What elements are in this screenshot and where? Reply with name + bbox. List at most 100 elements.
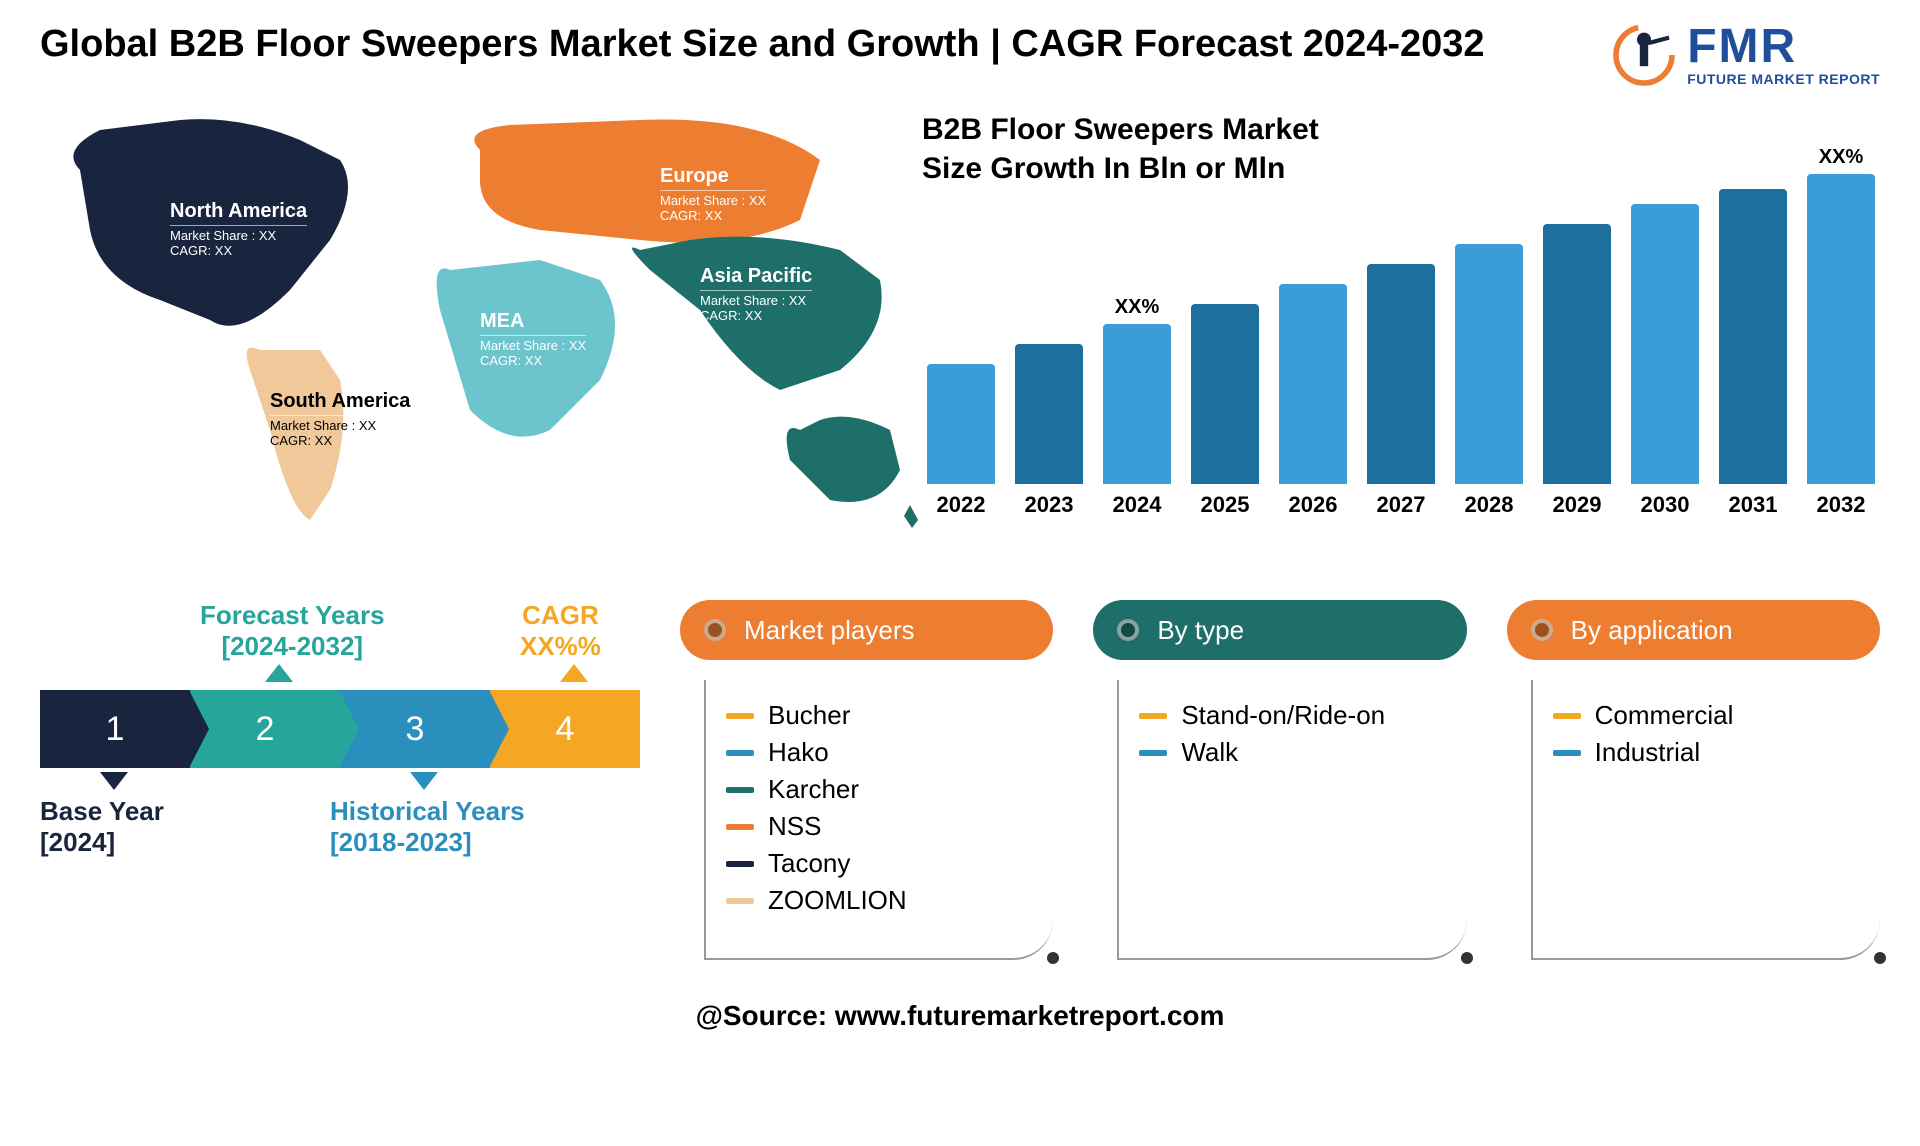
- dash-icon: [1139, 750, 1167, 756]
- bar-annotation: XX%: [1819, 146, 1863, 169]
- dash-icon: [726, 787, 754, 793]
- bottom-row: Forecast Years [2024-2032] CAGR XX%% 123…: [40, 600, 1880, 960]
- region-label-ap: Asia PacificMarket Share : XXCAGR: XX: [700, 265, 812, 323]
- market-players-list: BucherHakoKarcherNSSTaconyZOOMLION: [704, 680, 1053, 960]
- world-map: North AmericaMarket Share : XXCAGR: XX So…: [40, 110, 852, 530]
- chevron-right-icon: [189, 690, 209, 768]
- bar-col: XX%2032: [1802, 174, 1880, 518]
- bar: [1631, 204, 1699, 484]
- region-label-eu: EuropeMarket Share : XXCAGR: XX: [660, 165, 766, 223]
- by-application-label: By application: [1571, 615, 1733, 646]
- by-type-label: By type: [1157, 615, 1244, 646]
- bar-col: 2022: [922, 364, 1000, 518]
- cagr-arrow-icon: [560, 664, 588, 682]
- pill-dot-icon: [1117, 619, 1139, 641]
- bar: [1279, 284, 1347, 484]
- bar: [1719, 189, 1787, 484]
- dash-icon: [726, 898, 754, 904]
- base-line1: Base Year: [40, 796, 164, 827]
- bar-year-label: 2030: [1641, 492, 1690, 518]
- dash-icon: [726, 861, 754, 867]
- bar-col: 2031: [1714, 189, 1792, 518]
- bar-year-label: 2027: [1377, 492, 1426, 518]
- list-item: Hako: [726, 737, 1053, 768]
- dash-icon: [1553, 750, 1581, 756]
- base-label: Base Year [2024]: [40, 796, 164, 858]
- frame-end-dot-icon: [1047, 952, 1059, 964]
- pill-dot-icon: [1531, 619, 1553, 641]
- bar-col: 2026: [1274, 284, 1352, 518]
- bar-annotation: XX%: [1115, 296, 1159, 319]
- forecast-label: Forecast Years [2024-2032]: [200, 600, 385, 662]
- forecast-arrow-icon: [265, 664, 293, 682]
- chevron-right-icon: [339, 690, 359, 768]
- list-item: Bucher: [726, 700, 1053, 731]
- bar-year-label: 2031: [1729, 492, 1778, 518]
- dash-icon: [726, 824, 754, 830]
- list-item: Commercial: [1553, 700, 1880, 731]
- bar-year-label: 2022: [937, 492, 986, 518]
- bar: [1015, 344, 1083, 484]
- bars-container: 20222023XX%20242025202620272028202920302…: [922, 198, 1880, 518]
- list-item-text: Walk: [1181, 737, 1238, 768]
- timeline-segment-2: 2: [190, 690, 340, 768]
- logo-main-text: FMR: [1687, 23, 1880, 71]
- pill-dot-icon: [704, 619, 726, 641]
- timeline-segment-1: 1: [40, 690, 190, 768]
- list-item: Industrial: [1553, 737, 1880, 768]
- chevron-right-icon: [489, 690, 509, 768]
- region-label-sa: South AmericaMarket Share : XXCAGR: XX: [270, 390, 410, 448]
- cagr-label: CAGR XX%%: [520, 600, 601, 662]
- logo-icon: [1609, 20, 1679, 90]
- by-type-column: By type Stand-on/Ride-on Walk: [1093, 600, 1466, 960]
- top-row: North AmericaMarket Share : XXCAGR: XX So…: [40, 110, 1880, 530]
- bar-col: 2029: [1538, 224, 1616, 518]
- dash-icon: [726, 713, 754, 719]
- cagr-line1: CAGR: [520, 600, 601, 631]
- list-item: Tacony: [726, 848, 1053, 879]
- historical-line2: [2018-2023]: [330, 827, 525, 858]
- timeline-segment-3: 3: [340, 690, 490, 768]
- bar-year-label: 2032: [1817, 492, 1866, 518]
- forecast-line2: [2024-2032]: [200, 631, 385, 662]
- bar-year-label: 2024: [1113, 492, 1162, 518]
- list-item-text: Stand-on/Ride-on: [1181, 700, 1385, 731]
- region-label-na: North AmericaMarket Share : XXCAGR: XX: [170, 200, 307, 258]
- bar-col: 2027: [1362, 264, 1440, 518]
- bar-year-label: 2023: [1025, 492, 1074, 518]
- source-attribution: @Source: www.futuremarketreport.com: [40, 1000, 1880, 1032]
- list-item-text: Commercial: [1595, 700, 1734, 731]
- bar: XX%: [1103, 324, 1171, 484]
- bar-col: 2023: [1010, 344, 1088, 518]
- forecast-line1: Forecast Years: [200, 600, 385, 631]
- list-item-text: NSS: [768, 811, 821, 842]
- bar-year-label: 2029: [1553, 492, 1602, 518]
- list-item-text: Tacony: [768, 848, 850, 879]
- list-item-text: Hako: [768, 737, 829, 768]
- logo-sub-text: FUTURE MARKET REPORT: [1687, 71, 1880, 87]
- market-players-pill: Market players: [680, 600, 1053, 660]
- bar-year-label: 2028: [1465, 492, 1514, 518]
- dash-icon: [1553, 713, 1581, 719]
- list-item-text: Bucher: [768, 700, 850, 731]
- market-players-column: Market players BucherHakoKarcherNSSTacon…: [680, 600, 1053, 960]
- list-item-text: Industrial: [1595, 737, 1701, 768]
- historical-label: Historical Years [2018-2023]: [330, 796, 525, 858]
- base-line2: [2024]: [40, 827, 164, 858]
- bar-year-label: 2026: [1289, 492, 1338, 518]
- chart-title: B2B Floor Sweepers Market Size Growth In…: [922, 110, 1322, 188]
- timeline-bar: 1234: [40, 690, 640, 768]
- bar: [927, 364, 995, 484]
- bar-chart: B2B Floor Sweepers Market Size Growth In…: [882, 110, 1880, 530]
- list-item: NSS: [726, 811, 1053, 842]
- bar: [1367, 264, 1435, 484]
- bar: [1191, 304, 1259, 484]
- list-item: Stand-on/Ride-on: [1139, 700, 1466, 731]
- by-type-pill: By type: [1093, 600, 1466, 660]
- bar: [1543, 224, 1611, 484]
- list-item-text: ZOOMLION: [768, 885, 907, 916]
- historical-line1: Historical Years: [330, 796, 525, 827]
- bar-col: 2030: [1626, 204, 1704, 518]
- page-title: Global B2B Floor Sweepers Market Size an…: [40, 20, 1485, 69]
- bar-col: XX% 2024: [1098, 324, 1176, 518]
